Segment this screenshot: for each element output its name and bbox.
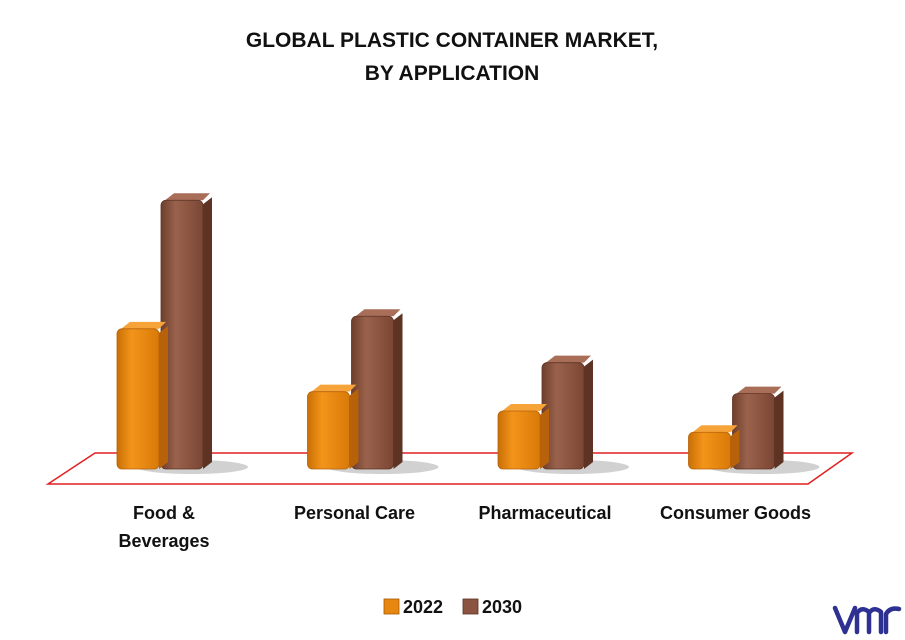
- legend-swatch-2030: [462, 598, 479, 615]
- bar-2030-personal-care: [351, 309, 403, 470]
- legend-label-2030: 2030: [482, 597, 522, 617]
- legend: 2022 2030: [383, 597, 522, 617]
- legend-label-2022: 2022: [403, 597, 443, 617]
- bar-2030-pharmaceutical: [541, 355, 593, 470]
- vmr-logo-mark: [832, 605, 902, 635]
- bar-2022-consumer-goods-top: [692, 425, 738, 433]
- category-label-personal-care: Personal Care: [294, 503, 415, 523]
- chart-subtitle: BY APPLICATION: [365, 62, 540, 85]
- bar-2022-personal-care-front: [307, 391, 350, 470]
- bar-2030-pharmaceutical-top: [546, 355, 591, 363]
- bar-2030-food-beverages-top: [165, 193, 210, 201]
- bar-2022-pharmaceutical-side: [540, 408, 549, 469]
- chart-title-group: GLOBAL PLASTIC CONTAINER MARKET, BY APPL…: [246, 29, 658, 85]
- bar-2022-food-beverages-top: [121, 321, 166, 329]
- bar-2030-consumer-goods-top: [736, 386, 782, 394]
- category-labels: Food & Beverages Personal Care Pharmaceutic…: [118, 503, 811, 551]
- bar-2030-pharmaceutical-side: [584, 359, 593, 469]
- bar-2030-personal-care-front: [351, 315, 394, 470]
- legend-swatch-2022: [383, 598, 400, 615]
- category-label-consumer-goods: Consumer Goods: [660, 503, 811, 523]
- bar-2030-consumer-goods-front: [732, 393, 775, 470]
- bar-2022-consumer-goods-front: [688, 431, 731, 470]
- bar-2030-consumer-goods-side: [774, 390, 784, 469]
- bar-2022-pharmaceutical-top: [502, 404, 547, 411]
- bar-2022-food-beverages-side: [159, 325, 168, 469]
- bar-2022-consumer-goods-side: [730, 429, 740, 469]
- bar-2030-personal-care-top: [355, 309, 401, 317]
- bar-2030-food-beverages: [160, 193, 212, 470]
- chart-floor: [45, 452, 855, 485]
- bar-2022-consumer-goods: [688, 425, 740, 470]
- bar-2022-food-beverages-front: [116, 328, 160, 470]
- vmr-logo: [832, 605, 902, 635]
- category-label-food-beverages-line-1: Food &: [133, 503, 195, 523]
- bar-2022-personal-care-top: [311, 384, 357, 392]
- bar-2022-pharmaceutical: [497, 404, 549, 470]
- bar-2022-pharmaceutical-front: [497, 410, 541, 470]
- bars-layer: [116, 193, 820, 474]
- bar-2022-food-beverages: [116, 321, 168, 470]
- bar-2022-personal-care: [307, 384, 359, 470]
- bar-2030-food-beverages-side: [203, 197, 212, 469]
- category-label-food-beverages-line-2: Beverages: [118, 531, 209, 551]
- bar-2022-personal-care-side: [349, 388, 359, 469]
- bar-2030-personal-care-side: [393, 313, 403, 469]
- category-label-pharmaceutical: Pharmaceutical: [478, 503, 611, 523]
- bar-2030-consumer-goods: [732, 386, 784, 470]
- chart-title: GLOBAL PLASTIC CONTAINER MARKET,: [246, 29, 658, 52]
